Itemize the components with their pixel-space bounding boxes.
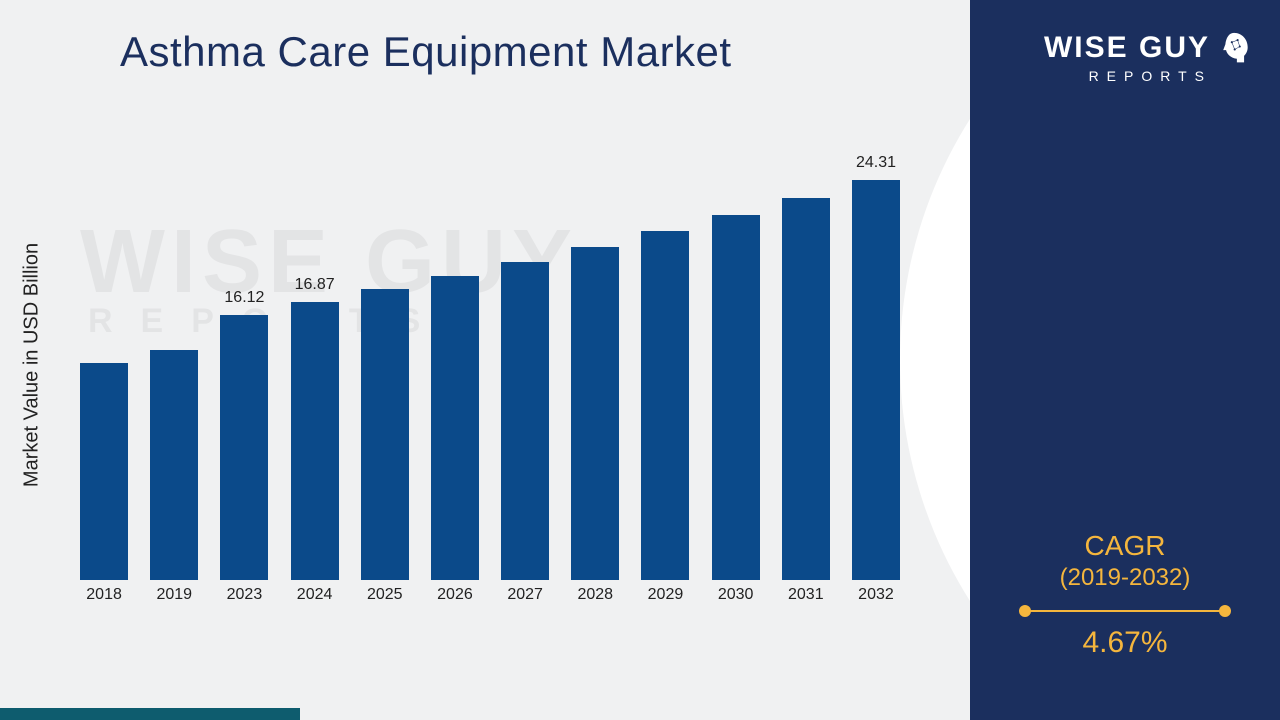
x-tick-label: 2018	[80, 586, 128, 604]
bar-rect	[571, 247, 619, 580]
bar-rect	[431, 276, 479, 580]
bar-rect	[641, 231, 689, 580]
bar-rect	[80, 363, 128, 580]
bar-rect	[220, 315, 268, 580]
chart-title: Asthma Care Equipment Market	[120, 28, 732, 76]
bar-column	[80, 337, 128, 580]
x-tick-label: 2027	[501, 586, 549, 604]
x-tick-label: 2030	[712, 586, 760, 604]
bar-column	[712, 189, 760, 580]
bar-column: 16.12	[220, 289, 268, 580]
bar-column	[641, 205, 689, 580]
x-tick-label: 2028	[571, 586, 619, 604]
bottom-accent-strip	[0, 708, 300, 720]
cagr-block: CAGR (2019-2032) 4.67%	[1000, 530, 1250, 660]
x-tick-label: 2032	[852, 586, 900, 604]
bar-column	[571, 221, 619, 580]
bar-chart: Market Value in USD Billion 16.1216.8724…	[70, 150, 900, 580]
x-tick-label: 2031	[782, 586, 830, 604]
x-tick-label: 2026	[431, 586, 479, 604]
bar-value-label: 16.12	[224, 289, 264, 309]
bar-rect	[291, 302, 339, 580]
cagr-value: 4.67%	[1000, 626, 1250, 660]
x-tick-label: 2025	[361, 586, 409, 604]
cagr-divider	[1025, 610, 1225, 612]
brand-name: WISE GUY	[1044, 31, 1210, 65]
x-tick-label: 2019	[150, 586, 198, 604]
bar-column	[501, 236, 549, 580]
cagr-title: CAGR	[1000, 530, 1250, 562]
bar-rect	[150, 350, 198, 580]
x-tick-label: 2023	[220, 586, 268, 604]
bar-rect	[361, 289, 409, 580]
bar-rect	[712, 215, 760, 580]
bar-rect	[501, 262, 549, 580]
cagr-range: (2019-2032)	[1000, 564, 1250, 592]
bar-column: 16.87	[291, 276, 339, 580]
bar-column	[782, 172, 830, 580]
bar-rect	[782, 198, 830, 580]
bar-value-label: 16.87	[295, 276, 335, 296]
bar-value-label: 24.31	[856, 154, 896, 174]
bar-column	[150, 324, 198, 580]
x-tick-label: 2029	[641, 586, 689, 604]
bar-column: 24.31	[852, 154, 900, 580]
brand-sub: REPORTS	[1044, 68, 1252, 84]
bars-container: 16.12 16.87 24.31	[70, 150, 900, 580]
y-axis-label: Market Value in USD Billion	[21, 243, 44, 487]
brand-logo: WISE GUY REPORTS	[1044, 30, 1252, 84]
bar-column	[431, 250, 479, 580]
bar-rect	[852, 180, 900, 580]
x-axis-labels: 2018 2019 2023 2024 2025 2026 2027 2028 2029 2030…	[70, 586, 900, 604]
x-tick-label: 2024	[291, 586, 339, 604]
brand-head-icon	[1216, 30, 1252, 66]
chart-canvas: WISE GUY REPORTS Asthma Care Equipment M…	[0, 0, 1280, 720]
bar-column	[361, 263, 409, 580]
